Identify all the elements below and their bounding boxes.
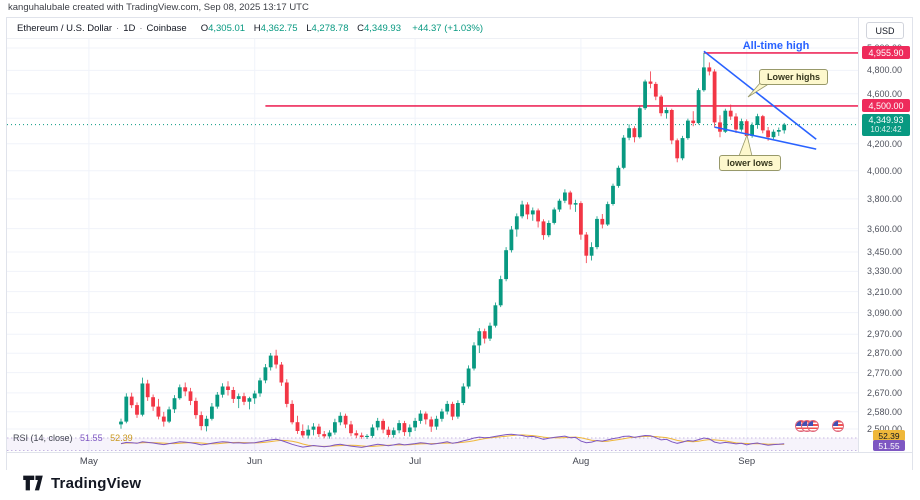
price-axis[interactable]: USD 5,000.004,800.004,600.004,400.004,20…	[858, 18, 913, 452]
bar-countdown: 10:42:42	[870, 124, 902, 134]
last-price-value: 4,349.93	[868, 114, 904, 125]
rsi-legend[interactable]: RSI (14, close) 51.55 52.39	[13, 433, 133, 443]
lower-lows-callout[interactable]: lower lows	[719, 155, 782, 171]
tradingview-wordmark: TradingView	[51, 474, 142, 492]
lower-highs-callout[interactable]: Lower highs	[759, 69, 829, 85]
level-price-badge: 4,500.00	[862, 99, 910, 113]
month-tick-label: Jul	[409, 456, 422, 467]
price-tick-label: 2,580.00	[867, 406, 903, 417]
price-tick-label: 2,770.00	[867, 367, 903, 378]
interval-label[interactable]: 1D	[123, 22, 136, 34]
lower-lows-callout-tail	[738, 133, 753, 157]
lower-lows-line	[714, 126, 817, 150]
ath-price-badge: 4,955.90	[862, 46, 910, 60]
exchange-label: Coinbase	[146, 22, 187, 34]
change-value: +44.37 (+1.03%)	[412, 22, 484, 34]
symbol-title[interactable]: Ethereum / U.S. Dollar	[17, 22, 113, 34]
month-tick-label: Aug	[572, 456, 590, 467]
rsi-value: 51.55	[80, 433, 103, 443]
open-value: 4,305.01	[208, 22, 246, 34]
month-tick-label: Jun	[247, 456, 263, 467]
legend-separator: ·	[116, 22, 120, 34]
rsi-ma-badge: 52.39	[873, 430, 905, 441]
attribution-text: kanguhalubale created with TradingView.c…	[8, 2, 309, 13]
price-tick-label: 4,600.00	[867, 88, 903, 99]
price-tick-label: 2,970.00	[867, 329, 903, 340]
economic-event-markers[interactable]	[795, 420, 844, 432]
price-tick-label: 3,090.00	[867, 307, 903, 318]
candlesticks	[119, 52, 787, 439]
price-tick-label: 4,000.00	[867, 165, 903, 176]
time-axis[interactable]: May Jun Jul Aug Sep	[7, 452, 912, 470]
chart-plot-area[interactable]	[7, 39, 858, 452]
price-tick-label: 3,210.00	[867, 286, 903, 297]
rsi-label[interactable]: RSI (14, close)	[13, 433, 73, 443]
price-tick-label: 2,670.00	[867, 387, 903, 398]
rsi-value-badge: 51.55	[873, 440, 905, 451]
price-tick-label: 3,800.00	[867, 193, 903, 204]
symbol-legend[interactable]: Ethereum / U.S. Dollar · 1D · Coinbase O…	[7, 18, 858, 39]
price-tick-label: 2,500.00	[867, 424, 902, 434]
price-tick-label: 4,800.00	[867, 65, 903, 76]
month-tick-label: Sep	[738, 456, 756, 467]
price-chart-svg[interactable]	[7, 39, 858, 452]
low-value: 4,278.78	[311, 22, 349, 34]
high-value: 4,362.75	[260, 22, 298, 34]
tradingview-logo[interactable]: TradingView	[22, 474, 141, 492]
close-value: 4,349.93	[364, 22, 401, 34]
chart-frame: Ethereum / U.S. Dollar · 1D · Coinbase O…	[6, 17, 913, 470]
lower-highs-line	[703, 50, 817, 140]
us-flag-event-icon[interactable]	[807, 420, 819, 432]
ohlc-values: O4,305.01 H4,362.75 L4,278.78 C4,349.93 …	[200, 22, 484, 34]
price-tick-label: 2,870.00	[867, 348, 903, 359]
tradingview-mark-icon	[23, 475, 43, 491]
month-tick-label: May	[79, 456, 98, 467]
last-price-badge: 4,349.93 10:42:42	[862, 113, 910, 136]
price-tick-label: 4,200.00	[867, 138, 903, 149]
rsi-ma-value: 52.39	[110, 433, 133, 443]
price-tick-label: 3,330.00	[867, 266, 903, 277]
price-tick-label: 3,450.00	[867, 246, 903, 257]
rsi-line	[120, 433, 785, 448]
legend-separator: ·	[139, 22, 143, 34]
all-time-high-label[interactable]: All-time high	[742, 40, 810, 52]
us-flag-event-icon[interactable]	[832, 420, 844, 432]
price-tick-label: 3,600.00	[867, 223, 903, 234]
currency-button[interactable]: USD	[866, 22, 904, 39]
